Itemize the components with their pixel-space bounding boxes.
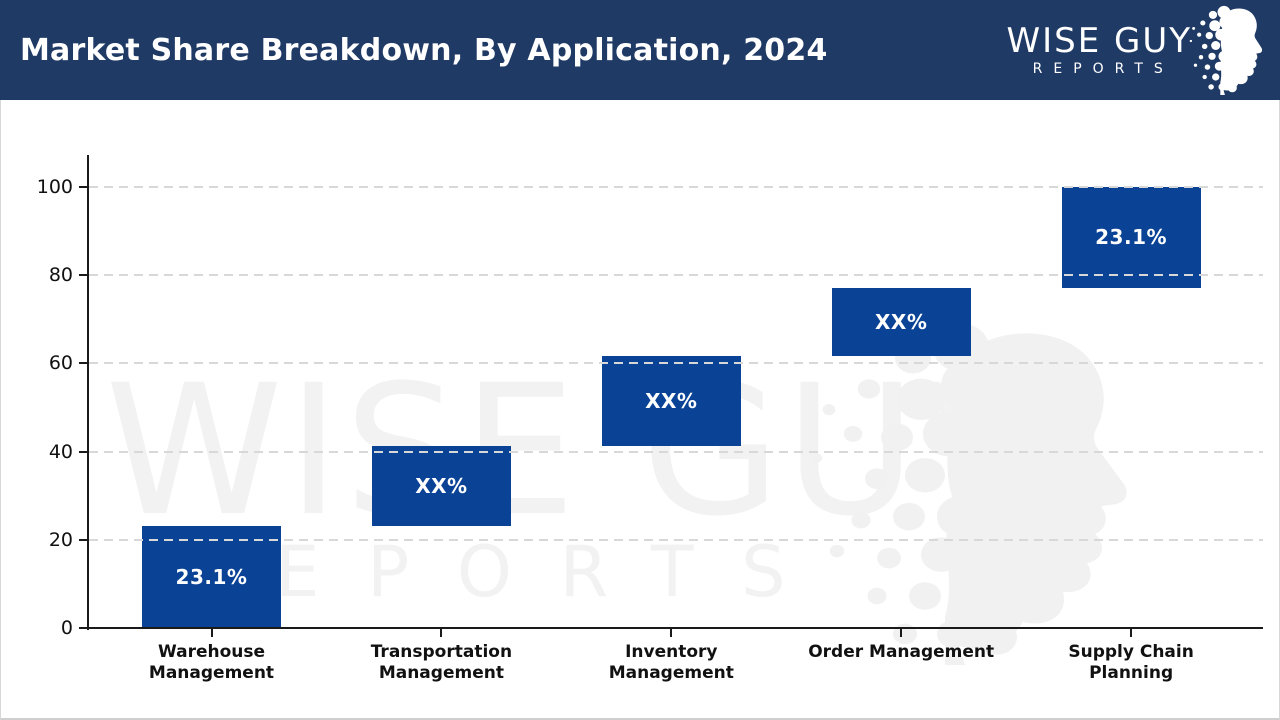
header-bar: Market Share Breakdown, By Application, … xyxy=(0,0,1280,100)
x-tick-mark-5 xyxy=(1130,629,1133,637)
logo-reports-label: REPORTS xyxy=(1032,61,1174,77)
x-category-label-4: Order Management xyxy=(808,642,995,662)
x-category-label-3: Inventory Management xyxy=(608,642,734,683)
y-tick-mark-40 xyxy=(79,450,87,453)
logo-text: WISE GUY REPORTS xyxy=(1006,23,1192,77)
x-tick-mark-2 xyxy=(440,629,443,637)
bar-1: 23.1% xyxy=(142,526,281,628)
y-tick-label-100: 100 xyxy=(36,176,73,198)
watermark-head-profile xyxy=(811,323,1127,665)
y-tick-mark-100 xyxy=(79,186,87,188)
bar-5: 23.1% xyxy=(1061,187,1201,288)
x-tick-mark-4 xyxy=(900,629,903,637)
y-tick-mark-80 xyxy=(79,274,87,277)
bar-value-label: XX% xyxy=(645,389,698,414)
gridline-20 xyxy=(89,538,1263,541)
x-tick-mark-1 xyxy=(210,629,213,637)
y-tick-label-0: 0 xyxy=(60,617,73,639)
y-tick-mark-20 xyxy=(79,538,87,541)
gridline-60 xyxy=(89,362,1263,365)
bar-value-label: XX% xyxy=(874,309,928,334)
logo-wise-guy-label: WISE GUY xyxy=(1006,21,1192,61)
dotted-head-profile-icon xyxy=(1189,5,1263,95)
bar-4: XX% xyxy=(831,287,971,356)
y-tick-mark-60 xyxy=(79,362,87,365)
gridline-40 xyxy=(89,450,1263,453)
y-tick-label-80: 80 xyxy=(48,264,73,287)
chart-area: WISE GUY REPORTS xyxy=(0,100,1280,720)
y-tick-mark-0 xyxy=(79,627,87,629)
y-axis-spine xyxy=(87,155,89,630)
wise-guy-reports-logo: WISE GUY REPORTS xyxy=(1006,4,1270,96)
x-axis-line xyxy=(87,627,1263,629)
bar-2: XX% xyxy=(371,446,511,527)
gridline-80 xyxy=(89,274,1263,277)
y-tick-label-40: 40 xyxy=(48,440,73,463)
x-category-label-5: Supply Chain Planning xyxy=(1068,642,1194,683)
y-tick-label-20: 20 xyxy=(48,528,73,551)
x-category-label-1: Warehouse Management xyxy=(148,642,275,683)
page-title: Market Share Breakdown, By Application, … xyxy=(20,33,828,68)
bar-3: XX% xyxy=(601,355,741,447)
y-tick-label-60: 60 xyxy=(48,352,73,375)
gridline-100 xyxy=(89,186,1263,188)
bar-value-label: XX% xyxy=(415,474,468,499)
x-tick-mark-3 xyxy=(670,629,673,637)
bar-value-label: 23.1% xyxy=(1095,225,1168,250)
x-category-label-2: Transportation Management xyxy=(370,642,513,683)
bar-value-label: 23.1% xyxy=(175,565,248,590)
